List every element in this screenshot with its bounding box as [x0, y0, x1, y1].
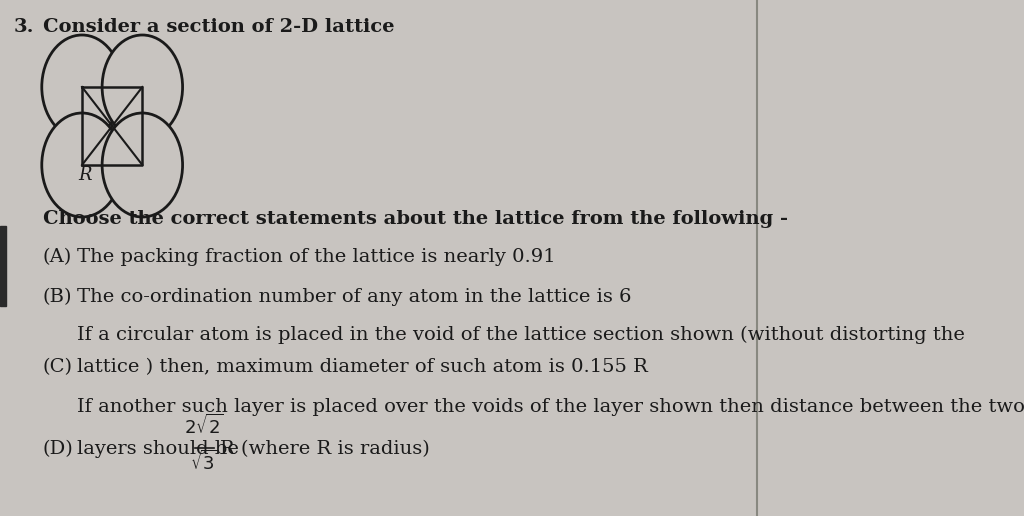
Text: Consider a section of 2-D lattice: Consider a section of 2-D lattice — [43, 18, 394, 36]
Text: 3.: 3. — [14, 18, 35, 36]
Text: $\sqrt{3}$: $\sqrt{3}$ — [190, 450, 218, 474]
Text: The co-ordination number of any atom in the lattice is 6: The co-ordination number of any atom in … — [78, 288, 632, 306]
Text: Choose the correct statements about the lattice from the following -: Choose the correct statements about the … — [43, 210, 787, 228]
Circle shape — [42, 35, 122, 139]
Text: If a circular atom is placed in the void of the lattice section shown (without d: If a circular atom is placed in the void… — [78, 326, 966, 344]
Text: (A): (A) — [43, 248, 72, 266]
Text: (B): (B) — [43, 288, 72, 306]
Text: layers should be: layers should be — [78, 440, 246, 458]
Text: (C): (C) — [43, 358, 73, 376]
Text: $2\sqrt{2}$: $2\sqrt{2}$ — [184, 414, 224, 438]
Circle shape — [102, 35, 182, 139]
Bar — [0, 226, 6, 306]
Circle shape — [102, 113, 182, 217]
Circle shape — [42, 113, 122, 217]
Text: (D): (D) — [43, 440, 74, 458]
Text: R: R — [79, 166, 92, 184]
Text: The packing fraction of the lattice is nearly 0.91: The packing fraction of the lattice is n… — [78, 248, 556, 266]
Text: R (where R is radius): R (where R is radius) — [220, 440, 429, 458]
Text: If another such layer is placed over the voids of the layer shown then distance : If another such layer is placed over the… — [78, 398, 1024, 416]
Text: lattice ) then, maximum diameter of such atom is 0.155 R: lattice ) then, maximum diameter of such… — [78, 358, 648, 376]
